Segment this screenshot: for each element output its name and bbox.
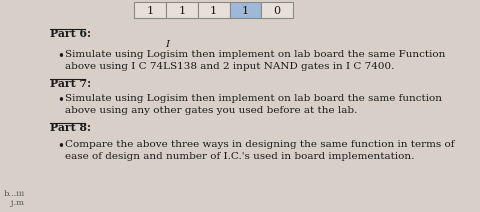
FancyBboxPatch shape <box>134 2 166 18</box>
Text: 0: 0 <box>274 6 281 16</box>
FancyBboxPatch shape <box>166 2 198 18</box>
Text: •: • <box>57 94 64 107</box>
FancyBboxPatch shape <box>198 2 229 18</box>
Text: above using any other gates you used before at the lab.: above using any other gates you used bef… <box>65 106 358 115</box>
Text: •: • <box>57 50 64 63</box>
Text: above using I C 74LS138 and 2 input NAND gates in I C 7400.: above using I C 74LS138 and 2 input NAND… <box>65 62 395 71</box>
Text: Part 8:: Part 8: <box>50 122 91 133</box>
FancyBboxPatch shape <box>229 2 261 18</box>
Text: Part 6:: Part 6: <box>50 28 91 39</box>
Text: Compare the above three ways in designing the same function in terms of: Compare the above three ways in designin… <box>65 140 455 149</box>
Text: Simulate using Logisim then implement on lab board the same function: Simulate using Logisim then implement on… <box>65 94 443 103</box>
Text: Part 7:: Part 7: <box>50 78 91 89</box>
Text: 1: 1 <box>242 6 249 16</box>
Text: 1: 1 <box>210 6 217 16</box>
Text: •: • <box>57 140 64 153</box>
Text: I: I <box>166 40 169 49</box>
Text: Simulate using Logisim then implement on lab board the same Function: Simulate using Logisim then implement on… <box>65 50 446 59</box>
Text: ease of design and number of I.C.'s used in board implementation.: ease of design and number of I.C.'s used… <box>65 152 415 161</box>
Text: 1: 1 <box>146 6 154 16</box>
FancyBboxPatch shape <box>261 2 293 18</box>
Text: b...iii
   j.m: b...iii j.m <box>3 190 24 207</box>
Text: 1: 1 <box>178 6 185 16</box>
